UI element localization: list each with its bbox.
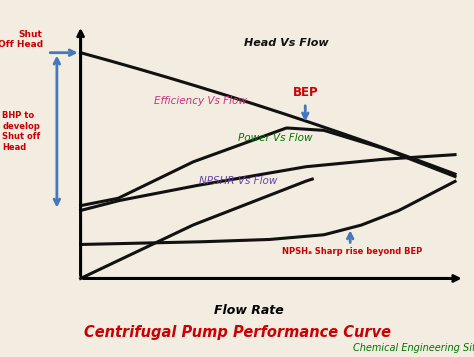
Text: BHP to
develop
Shut off
Head: BHP to develop Shut off Head	[2, 111, 41, 152]
Text: Chemical Engineering Site: Chemical Engineering Site	[353, 343, 474, 353]
Text: BEP: BEP	[292, 86, 318, 99]
Text: NPSHₐ Sharp rise beyond BEP: NPSHₐ Sharp rise beyond BEP	[283, 247, 423, 256]
Text: Flow Rate: Flow Rate	[214, 304, 284, 317]
Text: Head Vs Flow: Head Vs Flow	[244, 38, 329, 48]
Text: Power Vs Flow: Power Vs Flow	[238, 133, 312, 143]
Text: NPSHR Vs Flow: NPSHR Vs Flow	[199, 176, 277, 186]
Text: Efficiency Vs Flow: Efficiency Vs Flow	[154, 96, 247, 106]
Text: Shut
Off Head: Shut Off Head	[0, 30, 43, 49]
Text: Centrifugal Pump Performance Curve: Centrifugal Pump Performance Curve	[83, 325, 391, 340]
